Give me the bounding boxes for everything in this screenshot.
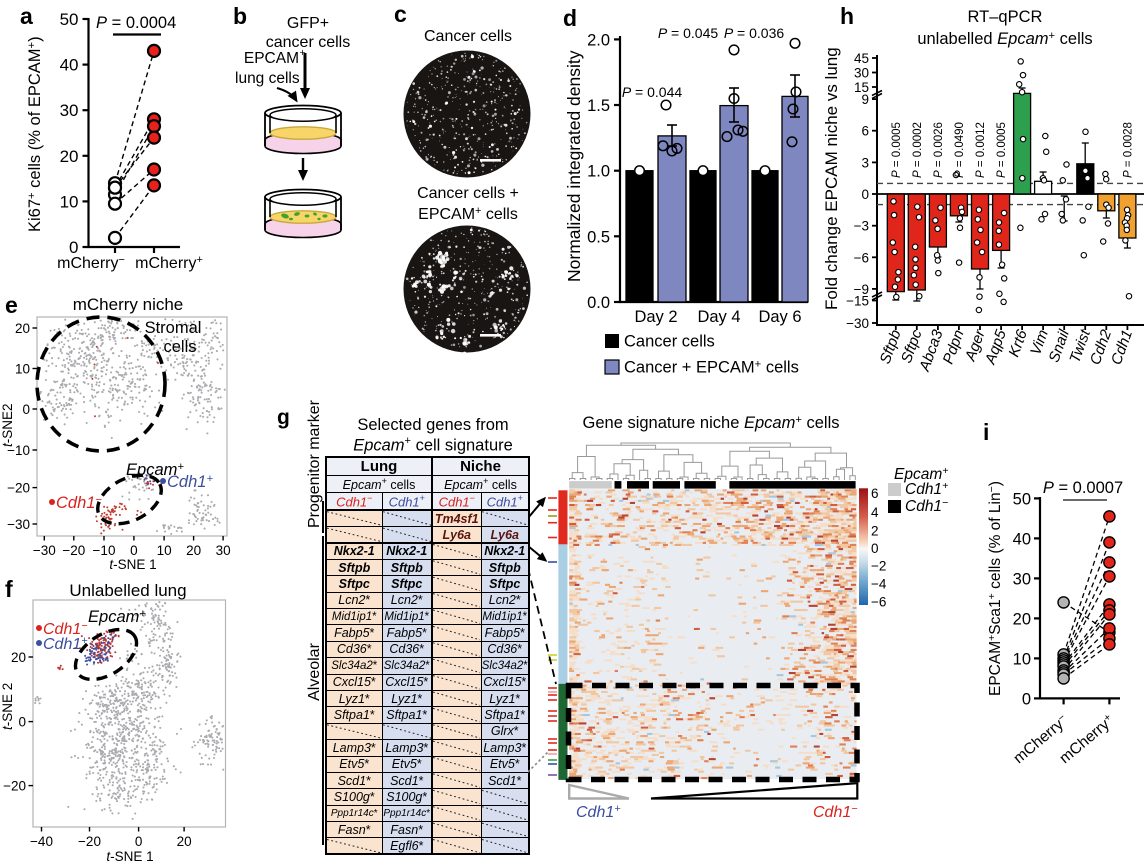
svg-text:−40: −40 — [30, 834, 53, 849]
svg-text:Cdh1−: Cdh1− — [43, 620, 88, 638]
svg-text:P = 0.0005: P = 0.0005 — [891, 122, 903, 178]
svg-text:45: 45 — [854, 51, 869, 66]
svg-text:15: 15 — [854, 80, 869, 95]
svg-text:Unlabelled lung: Unlabelled lung — [69, 581, 186, 600]
svg-text:t-SNE 1: t-SNE 1 — [106, 849, 153, 864]
svg-text:20: 20 — [15, 321, 30, 336]
svg-text:d: d — [563, 5, 577, 31]
svg-text:20: 20 — [11, 650, 26, 665]
svg-text:−20: −20 — [78, 834, 101, 849]
svg-text:EPCAM+ cells: EPCAM+ cells — [418, 205, 518, 223]
svg-text:b: b — [233, 3, 247, 29]
svg-text:c: c — [394, 1, 407, 27]
svg-text:−9: −9 — [854, 282, 869, 297]
svg-text:30: 30 — [854, 66, 869, 81]
svg-text:0: 0 — [22, 402, 30, 417]
svg-text:10: 10 — [15, 362, 30, 377]
svg-text:10: 10 — [157, 543, 172, 558]
svg-text:Cancer cells: Cancer cells — [424, 28, 512, 45]
svg-text:Day 4: Day 4 — [697, 308, 740, 326]
svg-text:P = 0.0028: P = 0.0028 — [1122, 122, 1134, 178]
svg-text:−10: −10 — [7, 443, 30, 458]
svg-text:P = 0.0012: P = 0.0012 — [975, 122, 987, 178]
svg-text:6: 6 — [861, 124, 869, 139]
svg-text:0: 0 — [130, 543, 138, 558]
svg-text:−20: −20 — [7, 481, 30, 496]
svg-text:0: 0 — [135, 834, 143, 849]
svg-text:0.0: 0.0 — [587, 294, 610, 312]
svg-text:f: f — [5, 580, 13, 602]
svg-text:−10: −10 — [93, 543, 116, 558]
svg-text:−6: −6 — [854, 250, 869, 265]
svg-text:Epcam+: Epcam+ — [88, 608, 146, 626]
svg-text:mCherry niche: mCherry niche — [73, 295, 184, 314]
svg-text:2.0: 2.0 — [587, 31, 610, 49]
svg-text:unlabelled Epcam+ cells: unlabelled Epcam+ cells — [917, 30, 1092, 48]
svg-text:P = 0.0002: P = 0.0002 — [912, 122, 924, 178]
svg-text:20: 20 — [177, 834, 192, 849]
svg-text:P = 0.0490: P = 0.0490 — [954, 122, 966, 178]
svg-text:t-SNE 1: t-SNE 1 — [109, 557, 156, 572]
svg-text:30: 30 — [60, 101, 79, 120]
svg-text:10: 10 — [60, 192, 79, 211]
svg-text:Cdh1−: Cdh1− — [56, 494, 102, 512]
svg-text:P = 0.045: P = 0.045 — [658, 25, 719, 41]
svg-text:P = 0.0004: P = 0.0004 — [96, 14, 176, 32]
svg-text:−30: −30 — [33, 543, 56, 558]
svg-text:h: h — [840, 3, 854, 29]
svg-text:Day 6: Day 6 — [758, 308, 801, 326]
svg-text:mCherry+: mCherry+ — [135, 254, 203, 272]
svg-text:0: 0 — [69, 238, 78, 257]
svg-text:9: 9 — [861, 92, 869, 107]
svg-text:P = 0.044: P = 0.044 — [622, 84, 683, 100]
svg-text:RT–qPCR: RT–qPCR — [968, 8, 1043, 26]
svg-text:Gene signature niche Epcam+ ce: Gene signature niche Epcam+ cells — [583, 414, 840, 432]
svg-text:Cdh1+: Cdh1+ — [167, 473, 213, 491]
svg-text:0: 0 — [861, 187, 869, 202]
svg-text:1.0: 1.0 — [587, 163, 610, 181]
svg-text:50: 50 — [60, 10, 79, 29]
svg-text:Day 2: Day 2 — [634, 308, 677, 326]
svg-text:Normalized integrated density: Normalized integrated density — [564, 50, 584, 282]
svg-text:0: 0 — [18, 715, 26, 730]
svg-text:−20: −20 — [62, 543, 85, 558]
svg-text:Cancer cells: Cancer cells — [624, 333, 715, 351]
svg-text:EPCAM: EPCAM — [244, 50, 299, 67]
svg-text:+: + — [300, 47, 306, 59]
svg-text:20: 20 — [186, 543, 201, 558]
svg-text:P = 0.036: P = 0.036 — [724, 25, 785, 41]
svg-text:P = 0.0026: P = 0.0026 — [933, 122, 945, 178]
svg-text:Fold change EPCAM niche vs lun: Fold change EPCAM niche vs lung — [822, 47, 841, 310]
svg-text:Cancer + EPCAM+ cells: Cancer + EPCAM+ cells — [624, 359, 799, 377]
svg-text:cancer cells: cancer cells — [266, 34, 350, 51]
svg-text:a: a — [20, 3, 33, 29]
svg-text:t-SNE 2: t-SNE 2 — [0, 683, 15, 730]
svg-text:−30: −30 — [846, 316, 869, 331]
svg-text:Krt6: Krt6 — [1005, 327, 1031, 359]
svg-text:mCherry−: mCherry− — [57, 254, 125, 272]
svg-text:e: e — [5, 292, 18, 318]
svg-text:3: 3 — [861, 155, 869, 170]
svg-text:P = 0.0005: P = 0.0005 — [996, 122, 1008, 178]
svg-text:Cancer cells +: Cancer cells + — [417, 185, 519, 202]
svg-text:−3: −3 — [854, 219, 869, 234]
svg-text:−30: −30 — [7, 517, 30, 532]
svg-text:GFP+: GFP+ — [287, 15, 329, 32]
svg-text:−15: −15 — [846, 294, 869, 309]
svg-text:−20: −20 — [3, 779, 26, 794]
svg-text:t-SNE2: t-SNE2 — [0, 403, 15, 447]
svg-text:40: 40 — [60, 56, 79, 75]
svg-text:Stromal: Stromal — [145, 319, 202, 337]
svg-text:20: 20 — [60, 147, 79, 166]
svg-text:30: 30 — [216, 543, 231, 558]
svg-text:Epcam+: Epcam+ — [126, 461, 184, 479]
svg-text:cells: cells — [163, 338, 196, 356]
svg-text:0.5: 0.5 — [587, 228, 610, 246]
svg-text:1.5: 1.5 — [587, 97, 610, 115]
svg-text:lung cells: lung cells — [235, 70, 300, 87]
svg-text:Cdh1+: Cdh1+ — [43, 635, 88, 653]
svg-text:Ki67+ cells (% of EPCAM+): Ki67+ cells (% of EPCAM+) — [26, 36, 44, 232]
